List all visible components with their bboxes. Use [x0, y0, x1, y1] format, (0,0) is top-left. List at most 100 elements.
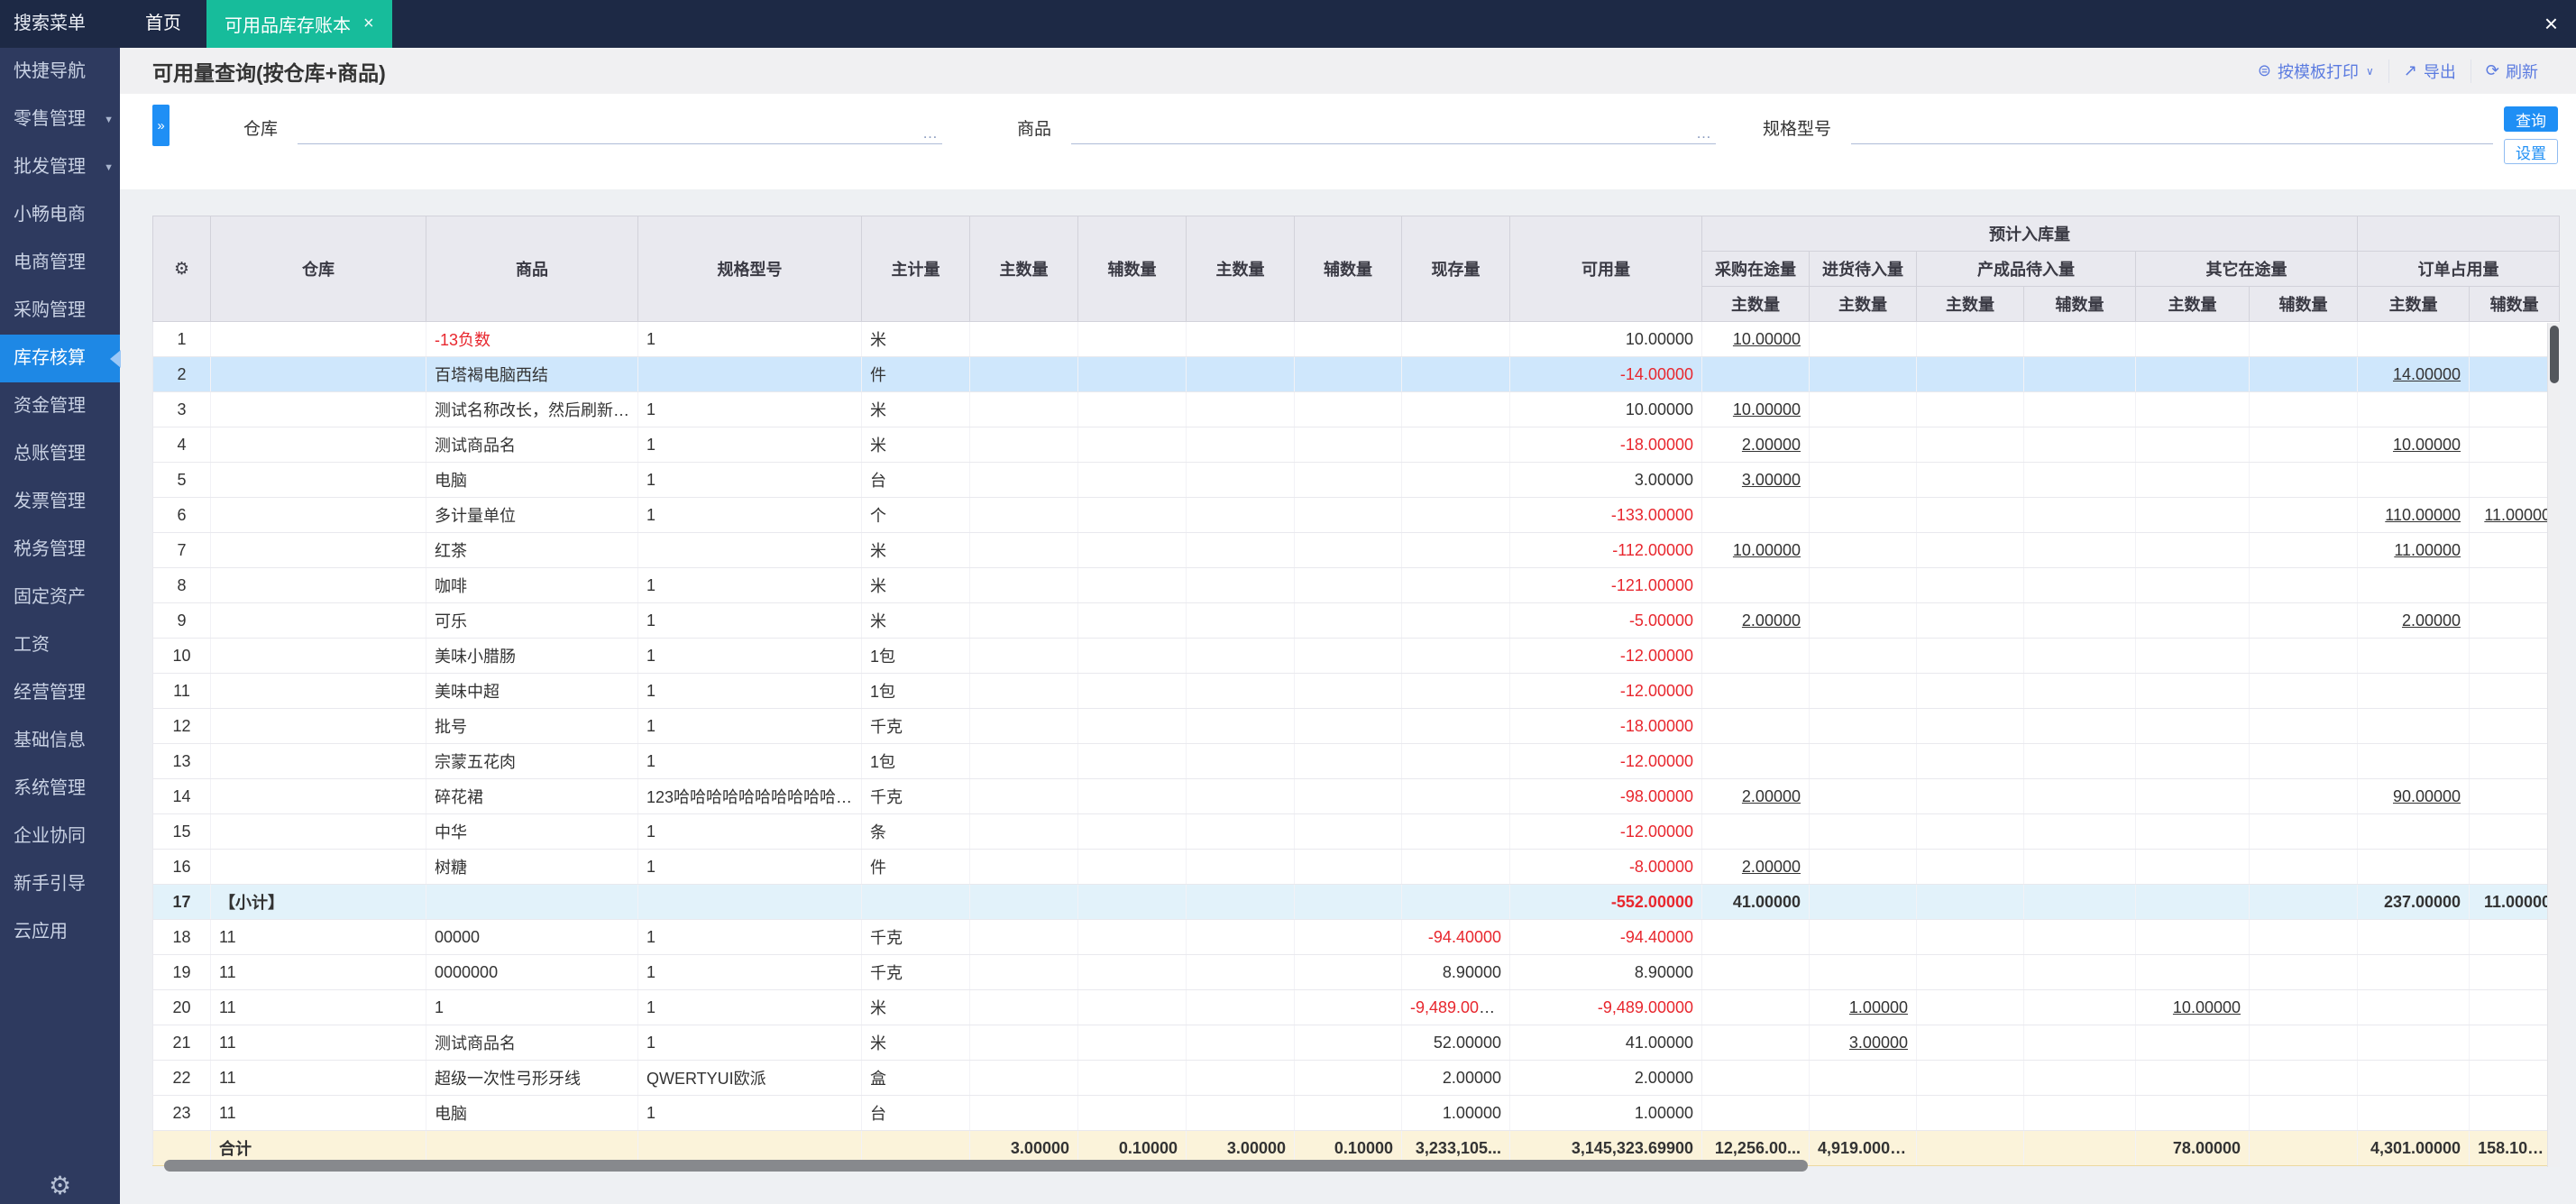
sidebar-item-4[interactable]: 电商管理 [0, 239, 120, 287]
col-aux-qty[interactable]: 辅数量 [1077, 216, 1187, 322]
table-row[interactable]: 14 碎花裙 123哈哈哈哈哈哈哈哈哈哈哈... 千克 -98.00000 2.00000… [152, 778, 2561, 814]
sidebar-item-17[interactable]: 新手引导 [0, 860, 120, 908]
sidebar-item-0[interactable]: 快捷导航 [0, 48, 120, 96]
table-row[interactable]: 12 批号 1 千克 -18.00000 [152, 708, 2561, 744]
col-product[interactable]: 商品 [426, 216, 638, 322]
col-finished-pending[interactable]: 产成品待入量 [1916, 251, 2136, 287]
sidebar-item-5[interactable]: 采购管理 [0, 287, 120, 335]
col-sub-main[interactable]: 主数量 [1809, 286, 1917, 322]
sidebar-item-11[interactable]: 固定资产 [0, 574, 120, 621]
drill-down-link[interactable]: 10.00000 [2392, 435, 2461, 454]
table-row[interactable]: 16 树糖 1 件 -8.00000 2.00000 [152, 849, 2561, 885]
close-all-icon[interactable]: × [2544, 10, 2558, 37]
drill-down-link[interactable]: 2.00000 [1741, 611, 1801, 630]
drill-down-link[interactable]: 3.00000 [1741, 470, 1801, 489]
sidebar-item-18[interactable]: 云应用 [0, 908, 120, 956]
table-row[interactable]: 21 11 测试商品名 1 米 52.00000 41.00000 3.00000 [152, 1025, 2561, 1061]
col-sub-main[interactable]: 主数量 [1701, 286, 1810, 322]
warehouse-input[interactable]: … [298, 112, 943, 144]
drill-down-link[interactable]: 90.00000 [2392, 786, 2461, 805]
chevron-down-icon[interactable]: ∨ [2366, 64, 2374, 78]
table-row[interactable]: 1 -13负数 1 米 10.00000 10.00000 [152, 321, 2561, 357]
query-button[interactable]: 查询 [2504, 106, 2558, 132]
table-row[interactable]: 3 测试名称改长，然后刷新有没... 1 米 10.00000 10.00000 [152, 391, 2561, 427]
col-other-transit[interactable]: 其它在途量 [2134, 251, 2359, 287]
col-sub-main[interactable]: 主数量 [2135, 286, 2250, 322]
col-warehouse[interactable]: 仓库 [210, 216, 426, 322]
sidebar-item-3[interactable]: 小畅电商 [0, 191, 120, 239]
column-settings-icon[interactable]: ⚙ [152, 216, 211, 322]
col-sub-aux[interactable]: 辅数量 [2248, 286, 2359, 322]
col-spec[interactable]: 规格型号 [637, 216, 862, 322]
subtotal-row[interactable]: 17 【小计】 -552.00000 41.00000 237.00000 11.0000… [152, 884, 2561, 920]
spec-input[interactable] [1851, 112, 2494, 144]
sidebar-item-8[interactable]: 总账管理 [0, 430, 120, 478]
sidebar-item-12[interactable]: 工资 [0, 621, 120, 669]
col-main-qty2[interactable]: 主数量 [1186, 216, 1295, 322]
table-row[interactable]: 11 美味中超 1 1包 -12.00000 [152, 673, 2561, 709]
sidebar-item-15[interactable]: 系统管理 [0, 765, 120, 813]
drill-down-link[interactable]: 11.00000 [2394, 540, 2461, 559]
table-row[interactable]: 15 中华 1 条 -12.00000 [152, 813, 2561, 850]
sidebar-item-2[interactable]: 批发管理 ▼ [0, 143, 120, 191]
table-row[interactable]: 19 11 0000000 1 千克 8.90000 8.90000 [152, 954, 2561, 990]
col-aux-qty2[interactable]: 辅数量 [1294, 216, 1402, 322]
table-row[interactable]: 18 11 00000 1 千克 -94.40000 -94.40000 [152, 919, 2561, 955]
settings-gear-icon[interactable]: ⚙ [48, 1172, 72, 1199]
table-row[interactable]: 6 多计量单位 1 个 -133.00000 110.00000 11.00000 [152, 497, 2561, 533]
drill-down-link[interactable]: 1.00000 [1848, 997, 1908, 1016]
col-stock[interactable]: 现存量 [1401, 216, 1510, 322]
drill-down-link[interactable]: 2.00000 [1741, 786, 1801, 805]
vertical-scrollbar-thumb[interactable] [2549, 326, 2559, 383]
sidebar-item-9[interactable]: 发票管理 [0, 478, 120, 526]
horizontal-scrollbar-thumb[interactable] [164, 1160, 1808, 1172]
drill-down-link[interactable]: 2.00000 [1741, 857, 1801, 876]
col-sub-main[interactable]: 主数量 [2357, 286, 2471, 322]
table-row[interactable]: 9 可乐 1 米 -5.00000 2.00000 2.00000 [152, 602, 2561, 639]
col-incoming-pending[interactable]: 进货待入量 [1809, 251, 1917, 287]
sidebar-item-13[interactable]: 经营管理 [0, 669, 120, 717]
table-row[interactable]: 23 11 电脑 1 台 1.00000 1.00000 [152, 1095, 2561, 1131]
table-row[interactable]: 5 电脑 1 台 3.00000 3.00000 [152, 462, 2561, 498]
col-group-order-occupied[interactable]: 订单占用量 [2357, 251, 2561, 287]
col-available[interactable]: 可用量 [1509, 216, 1702, 322]
sidebar-item-16[interactable]: 企业协同 [0, 813, 120, 860]
sidebar-item-1[interactable]: 零售管理 ▼ [0, 96, 120, 143]
drill-down-link[interactable]: 10.00000 [2172, 997, 2241, 1016]
tab-home[interactable]: 首页 [145, 14, 181, 33]
table-row[interactable]: 10 美味小腊肠 1 1包 -12.00000 [152, 638, 2561, 674]
drill-down-link[interactable]: 10.00000 [1732, 400, 1801, 418]
sidebar-item-7[interactable]: 资金管理 [0, 382, 120, 430]
sidebar-item-10[interactable]: 税务管理 [0, 526, 120, 574]
col-sub-aux[interactable]: 辅数量 [2023, 286, 2136, 322]
col-sub-main[interactable]: 主数量 [1916, 286, 2024, 322]
drill-down-link[interactable]: 10.00000 [1732, 329, 1801, 348]
settings-button[interactable]: 设置 [2504, 139, 2558, 164]
drill-down-link[interactable]: 10.00000 [1732, 540, 1801, 559]
table-row[interactable]: 7 红茶 米 -112.00000 10.00000 11.00000 [152, 532, 2561, 568]
col-unit[interactable]: 主计量 [861, 216, 970, 322]
print-by-template-button[interactable]: ⊜ 按模板打印 ∨ [2243, 60, 2388, 83]
drill-down-link[interactable]: 11.00000 [2484, 505, 2552, 524]
sidebar-item-search-menu[interactable]: 搜索菜单 [0, 0, 120, 48]
export-button[interactable]: ↗ 导出 [2388, 59, 2471, 83]
tab-close-icon[interactable]: × [363, 14, 374, 33]
drill-down-link[interactable]: 14.00000 [2392, 364, 2461, 383]
warehouse-picker-icon[interactable]: … [922, 124, 939, 142]
col-purchase-transit[interactable]: 采购在途量 [1701, 251, 1810, 287]
table-row[interactable]: 2 百塔褐电脑西结 件 -14.00000 14.00000 [152, 356, 2561, 392]
table-row[interactable]: 8 咖啡 1 米 -121.00000 [152, 567, 2561, 603]
col-sub-aux[interactable]: 辅数量 [2469, 286, 2561, 322]
drill-down-link[interactable]: 2.00000 [1741, 435, 1801, 454]
table-row[interactable]: 20 11 1 1 米 -9,489.000... -9,489.00000 1.00000 1… [152, 989, 2561, 1025]
tab-available-stock-ledger[interactable]: 可用品库存账本 × [206, 0, 392, 48]
drill-down-link[interactable]: 2.00000 [2401, 611, 2461, 630]
drill-down-link[interactable]: 3.00000 [1848, 1033, 1908, 1052]
product-picker-icon[interactable]: … [1696, 124, 1712, 142]
table-row[interactable]: 22 11 超级一次性弓形牙线 QWERTYUI欧派 盒 2.00000 2.00000 [152, 1060, 2561, 1096]
sidebar-item-6[interactable]: 库存核算 [0, 335, 121, 382]
sidebar-item-14[interactable]: 基础信息 [0, 717, 120, 765]
table-row[interactable]: 13 宗蒙五花肉 1 1包 -12.00000 [152, 743, 2561, 779]
drill-down-link[interactable]: 110.00000 [2385, 505, 2461, 524]
collapse-panel-button[interactable]: » [152, 105, 170, 146]
